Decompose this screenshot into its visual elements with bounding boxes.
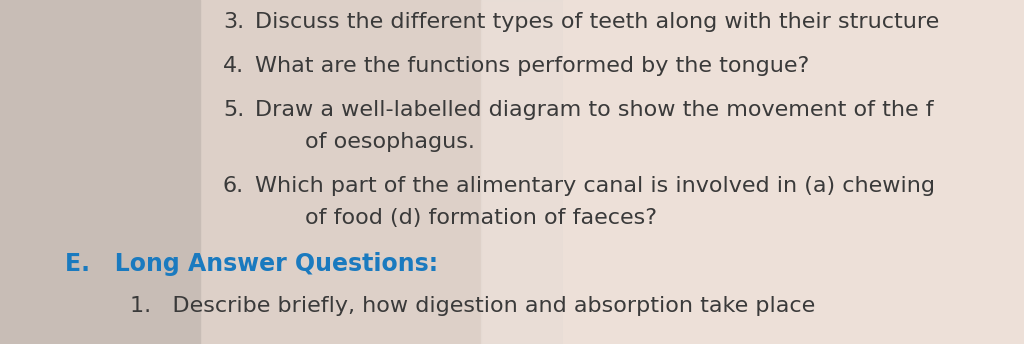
Text: 5.: 5. <box>223 100 245 120</box>
Text: 4.: 4. <box>223 56 244 76</box>
Text: What are the functions performed by the tongue?: What are the functions performed by the … <box>255 56 809 76</box>
Text: 3.: 3. <box>223 12 244 32</box>
Text: E.   Long Answer Questions:: E. Long Answer Questions: <box>65 252 438 276</box>
Text: 6.: 6. <box>223 176 244 196</box>
Bar <box>481 0 563 344</box>
Text: of oesophagus.: of oesophagus. <box>305 132 475 152</box>
Text: Discuss the different types of teeth along with their structure: Discuss the different types of teeth alo… <box>255 12 939 32</box>
Text: Which part of the alimentary canal is involved in (a) chewing: Which part of the alimentary canal is in… <box>255 176 935 196</box>
Text: 1.   Describe briefly, how digestion and absorption take place: 1. Describe briefly, how digestion and a… <box>130 296 815 316</box>
Text: Draw a well-labelled diagram to show the movement of the f: Draw a well-labelled diagram to show the… <box>255 100 934 120</box>
Bar <box>0 0 481 344</box>
Bar <box>0 0 200 344</box>
Text: of food (d) formation of faeces?: of food (d) formation of faeces? <box>305 208 657 228</box>
